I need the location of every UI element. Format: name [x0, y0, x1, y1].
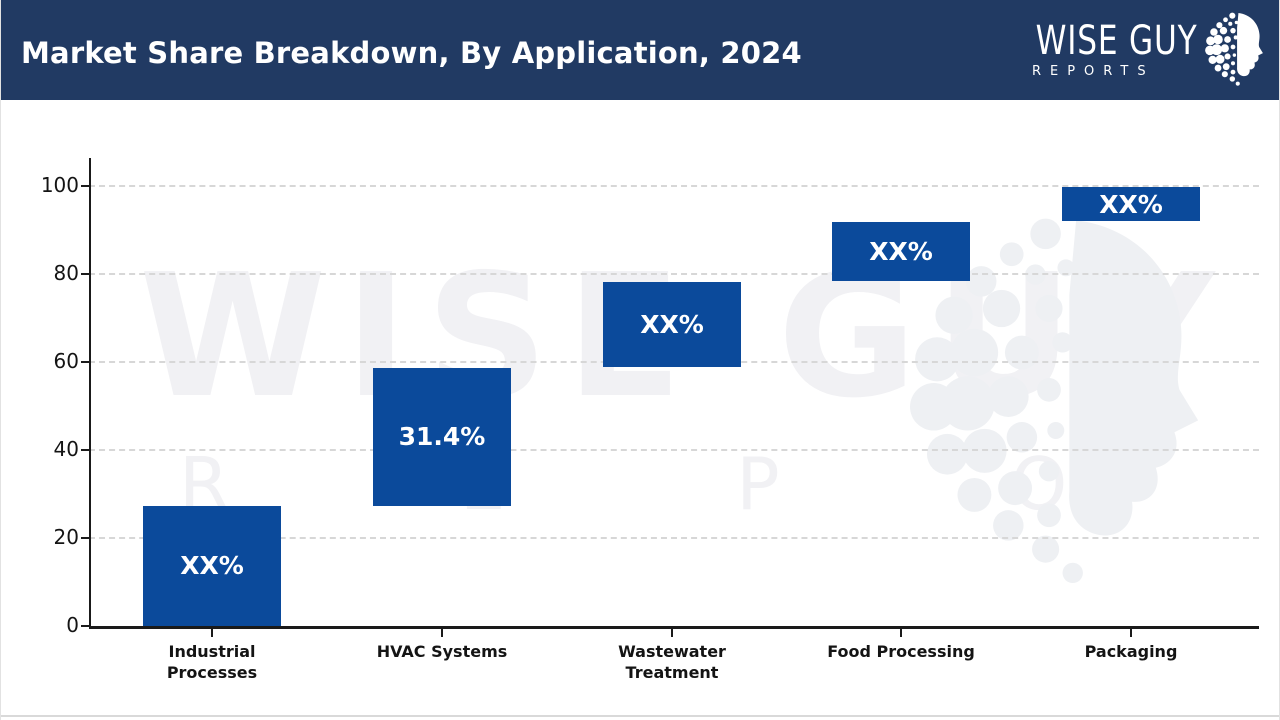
gridline-80 — [89, 273, 1259, 275]
category-label-line: Packaging — [1084, 642, 1178, 661]
x-axis-category-label-hvac-systems: HVAC Systems — [327, 641, 557, 662]
y-axis-tick-label-80: 80 — [53, 261, 79, 285]
page-title: Market Share Breakdown, By Application, … — [21, 36, 802, 70]
logo-face-icon — [1205, 12, 1263, 86]
gridline-100 — [89, 185, 1259, 187]
x-axis-tick-hvac-systems — [441, 629, 443, 637]
y-axis-tick-60 — [81, 361, 89, 363]
x-axis-tick-food-processing — [900, 629, 902, 637]
y-axis-tick-label-0: 0 — [66, 613, 79, 637]
y-axis-tick-label-40: 40 — [53, 437, 79, 461]
category-label-line: Processes — [166, 663, 258, 682]
category-label-line: Industrial — [168, 642, 256, 661]
bar-value-label-wastewater-treatment: XX% — [640, 309, 704, 339]
bar-value-label-hvac-systems: 31.4% — [398, 422, 486, 452]
category-label-line: Treatment — [625, 663, 719, 682]
x-axis-category-label-packaging: Packaging — [1016, 641, 1246, 662]
y-axis-tick-100 — [81, 185, 89, 187]
header-bar: Market Share Breakdown, By Application, … — [1, 0, 1279, 100]
y-axis-tick-40 — [81, 449, 89, 451]
x-axis-category-label-wastewater-treatment: Wastewater Treatment — [557, 641, 787, 683]
bar-wastewater-treatment: XX% — [603, 281, 741, 367]
x-axis-category-label-food-processing: Food Processing — [786, 641, 1016, 662]
x-axis — [89, 626, 1259, 629]
x-axis-tick-packaging — [1130, 629, 1132, 637]
y-axis-tick-label-20: 20 — [53, 525, 79, 549]
y-axis — [89, 158, 91, 627]
y-axis-tick-20 — [81, 537, 89, 539]
x-axis-tick-wastewater-treatment — [671, 629, 673, 637]
bar-food-processing: XX% — [832, 222, 970, 282]
bar-value-label-industrial-processes: XX% — [180, 551, 244, 581]
bar-industrial-processes: XX% — [143, 505, 281, 626]
category-label-line: Wastewater — [618, 642, 726, 661]
logo-text: WISE GUY REPORTS — [990, 19, 1197, 79]
bar-value-label-food-processing: XX% — [869, 237, 933, 267]
logo-reports-text: REPORTS — [1031, 64, 1155, 79]
y-axis-tick-80 — [81, 273, 89, 275]
logo-wise-guy-text: WISE GUY — [1035, 18, 1197, 64]
bar-packaging: XX% — [1062, 186, 1200, 222]
y-axis-tick-label-60: 60 — [53, 349, 79, 373]
category-label-line: HVAC Systems — [376, 642, 508, 661]
bar-hvac-systems: 31.4% — [373, 367, 511, 506]
bottom-edge-rule — [1, 715, 1279, 717]
x-axis-tick-industrial-processes — [211, 629, 213, 637]
category-label-line: Food Processing — [827, 642, 975, 661]
watermark-reports-text: R E P O R T S — [179, 442, 1279, 526]
bar-value-label-packaging: XX% — [1099, 189, 1163, 219]
gridline-20 — [89, 537, 1259, 539]
y-axis-tick-label-100: 100 — [40, 173, 79, 197]
gridline-40 — [89, 449, 1259, 451]
y-axis-tick-0 — [81, 625, 89, 627]
x-axis-category-label-industrial-processes: Industrial Processes — [97, 641, 327, 683]
wise-guy-reports-logo: WISE GUY REPORTS — [990, 8, 1267, 90]
